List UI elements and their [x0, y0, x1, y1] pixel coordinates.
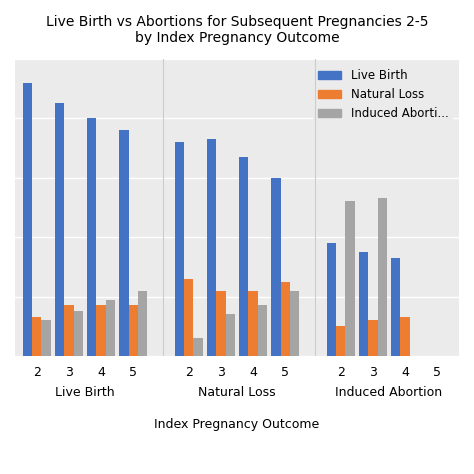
Bar	[368, 320, 378, 356]
Bar	[271, 178, 281, 356]
Bar	[96, 305, 106, 356]
Bar	[290, 291, 299, 356]
Bar	[87, 118, 96, 356]
Bar	[32, 317, 41, 356]
Bar	[41, 320, 51, 356]
Bar	[207, 139, 216, 356]
Bar	[401, 317, 410, 356]
Bar	[106, 300, 115, 356]
Title: Live Birth vs Abortions for Subsequent Pregnancies 2-5
by Index Pregnancy Outcom: Live Birth vs Abortions for Subsequent P…	[46, 15, 428, 45]
Text: Natural Loss: Natural Loss	[198, 386, 276, 399]
Bar	[138, 291, 147, 356]
Bar	[73, 311, 83, 356]
Bar	[128, 305, 138, 356]
Bar	[184, 279, 193, 356]
Bar	[216, 291, 226, 356]
Bar	[378, 199, 387, 356]
Bar	[258, 305, 267, 356]
Text: Live Birth: Live Birth	[55, 386, 115, 399]
Bar	[336, 326, 346, 356]
Bar	[391, 258, 401, 356]
Bar	[193, 338, 203, 356]
Bar	[23, 82, 32, 356]
Bar	[359, 252, 368, 356]
Bar	[119, 130, 128, 356]
Bar	[175, 142, 184, 356]
Bar	[64, 305, 73, 356]
Bar	[346, 201, 355, 356]
Bar	[239, 157, 248, 356]
Bar	[55, 103, 64, 356]
X-axis label: Index Pregnancy Outcome: Index Pregnancy Outcome	[155, 418, 319, 430]
Bar	[327, 243, 336, 356]
Bar	[248, 291, 258, 356]
Bar	[226, 314, 235, 356]
Text: Induced Abortion: Induced Abortion	[336, 386, 443, 399]
Legend: Live Birth, Natural Loss, Induced Aborti...: Live Birth, Natural Loss, Induced Aborti…	[313, 65, 453, 125]
Bar	[281, 282, 290, 356]
